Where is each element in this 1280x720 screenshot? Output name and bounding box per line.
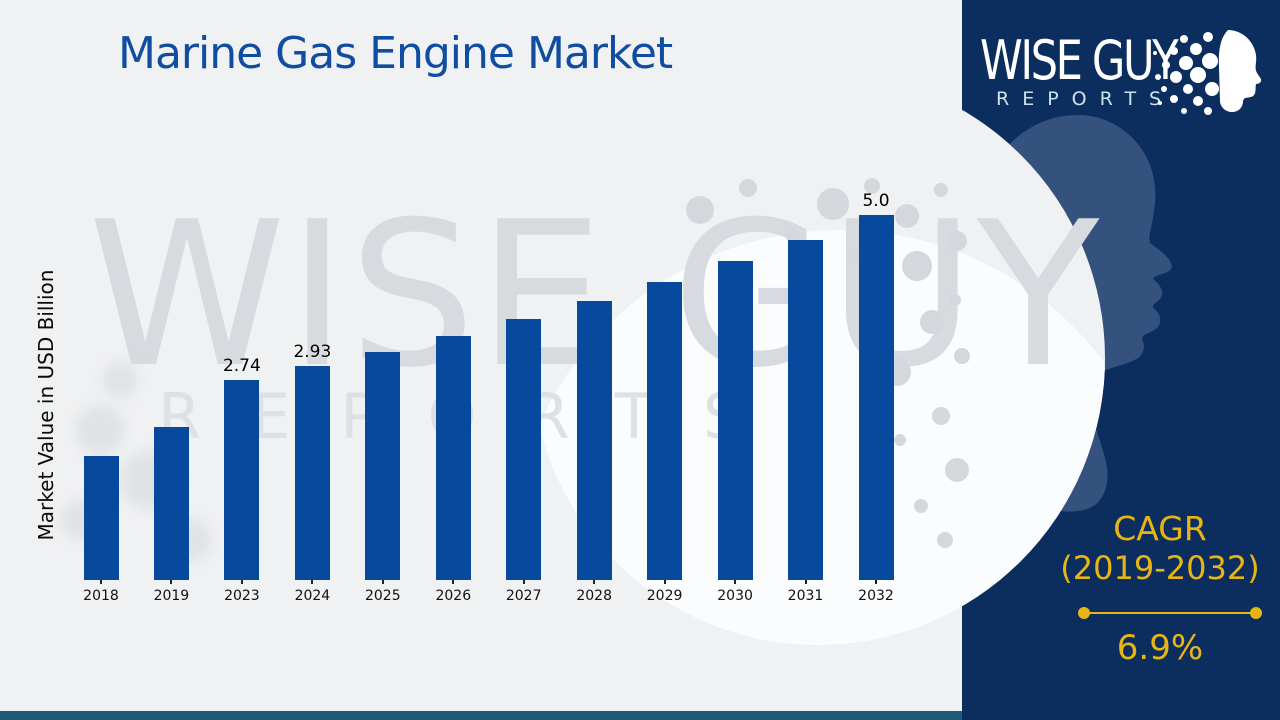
x-tick-label-2018: 2018 bbox=[83, 588, 119, 604]
x-tick-label-2026: 2026 bbox=[435, 588, 472, 604]
x-axis-tick bbox=[452, 580, 455, 584]
brand-head-icon bbox=[1153, 30, 1262, 115]
cagr-heading: CAGR bbox=[1113, 509, 1207, 548]
circle-swoosh bbox=[531, 230, 1105, 645]
page-title: Marine Gas Engine Market bbox=[118, 28, 673, 79]
data-label-2023: 2.74 bbox=[222, 356, 261, 376]
data-label-2024: 2.93 bbox=[293, 342, 332, 362]
cagr-range: (2019-2032) bbox=[1060, 549, 1260, 587]
bar-2026 bbox=[435, 336, 471, 580]
watermark-blob bbox=[102, 362, 138, 398]
watermark-blob bbox=[168, 518, 212, 562]
x-axis-tick bbox=[240, 580, 243, 584]
bottom-accent-strip bbox=[0, 711, 962, 720]
watermark-blob bbox=[120, 450, 180, 510]
cagr-divider-line bbox=[1084, 612, 1256, 614]
x-axis-tick bbox=[311, 580, 314, 584]
bar-2023 bbox=[224, 380, 260, 580]
bar-2019 bbox=[153, 427, 189, 580]
brand-wordmark: WISE GUY bbox=[980, 29, 1179, 92]
decorative-circle bbox=[531, 71, 1105, 645]
bar-2024 bbox=[294, 366, 330, 580]
x-tick-label-2025: 2025 bbox=[364, 588, 401, 604]
watermark-blob bbox=[75, 405, 125, 455]
cagr-value: 6.9% bbox=[1116, 628, 1204, 668]
bar-2018 bbox=[83, 456, 119, 580]
x-tick-label-2019: 2019 bbox=[153, 588, 190, 604]
cagr-line-right-dot bbox=[1250, 607, 1262, 619]
y-axis-label: Market Value in USD Billion bbox=[34, 269, 58, 541]
x-tick-label-2023: 2023 bbox=[224, 588, 260, 604]
x-axis-tick bbox=[522, 580, 525, 584]
x-tick-label-2024: 2024 bbox=[294, 588, 331, 604]
x-axis-tick bbox=[381, 580, 384, 584]
watermark-blob bbox=[60, 500, 100, 540]
x-axis-tick bbox=[170, 580, 173, 584]
bar-2025 bbox=[365, 352, 401, 580]
brand-subtext: REPORTS bbox=[996, 88, 1175, 110]
x-axis-tick bbox=[100, 580, 102, 584]
